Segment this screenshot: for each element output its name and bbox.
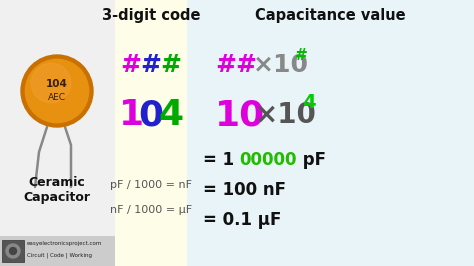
Text: pF: pF xyxy=(297,151,326,169)
FancyBboxPatch shape xyxy=(0,236,115,266)
Text: Capacitance value: Capacitance value xyxy=(255,8,406,23)
Text: 4: 4 xyxy=(302,94,316,113)
Text: #: # xyxy=(121,53,142,77)
FancyBboxPatch shape xyxy=(187,0,474,266)
Text: #: # xyxy=(295,48,308,63)
Text: 10: 10 xyxy=(215,98,265,132)
Text: #: # xyxy=(140,53,162,77)
Circle shape xyxy=(25,59,89,123)
Text: = 100 nF: = 100 nF xyxy=(203,181,286,199)
Text: 00000: 00000 xyxy=(239,151,297,169)
Text: = 0.1 μF: = 0.1 μF xyxy=(203,211,282,229)
Text: ##: ## xyxy=(215,53,257,77)
Text: nF / 1000 = μF: nF / 1000 = μF xyxy=(110,205,192,215)
Text: ×10: ×10 xyxy=(255,101,317,129)
Text: 0: 0 xyxy=(138,98,164,132)
Text: #: # xyxy=(160,53,182,77)
FancyBboxPatch shape xyxy=(0,0,115,266)
Text: Circuit | Code | Working: Circuit | Code | Working xyxy=(27,252,92,257)
Text: 104: 104 xyxy=(46,79,68,89)
FancyBboxPatch shape xyxy=(115,0,187,266)
Circle shape xyxy=(9,247,17,255)
FancyBboxPatch shape xyxy=(2,240,24,262)
Text: pF / 1000 = nF: pF / 1000 = nF xyxy=(110,180,192,190)
Circle shape xyxy=(31,63,71,103)
Text: AEC: AEC xyxy=(48,93,66,102)
Circle shape xyxy=(6,244,20,258)
Text: Ceramic: Ceramic xyxy=(28,176,85,189)
Text: easyelectronicsproject.com: easyelectronicsproject.com xyxy=(27,241,102,246)
Text: = 1: = 1 xyxy=(203,151,234,169)
Text: 3-digit code: 3-digit code xyxy=(102,8,200,23)
Circle shape xyxy=(21,55,93,127)
Text: Capacitor: Capacitor xyxy=(24,191,91,204)
Text: 4: 4 xyxy=(158,98,183,132)
Text: ×10: ×10 xyxy=(253,53,309,77)
Text: 1: 1 xyxy=(118,98,144,132)
